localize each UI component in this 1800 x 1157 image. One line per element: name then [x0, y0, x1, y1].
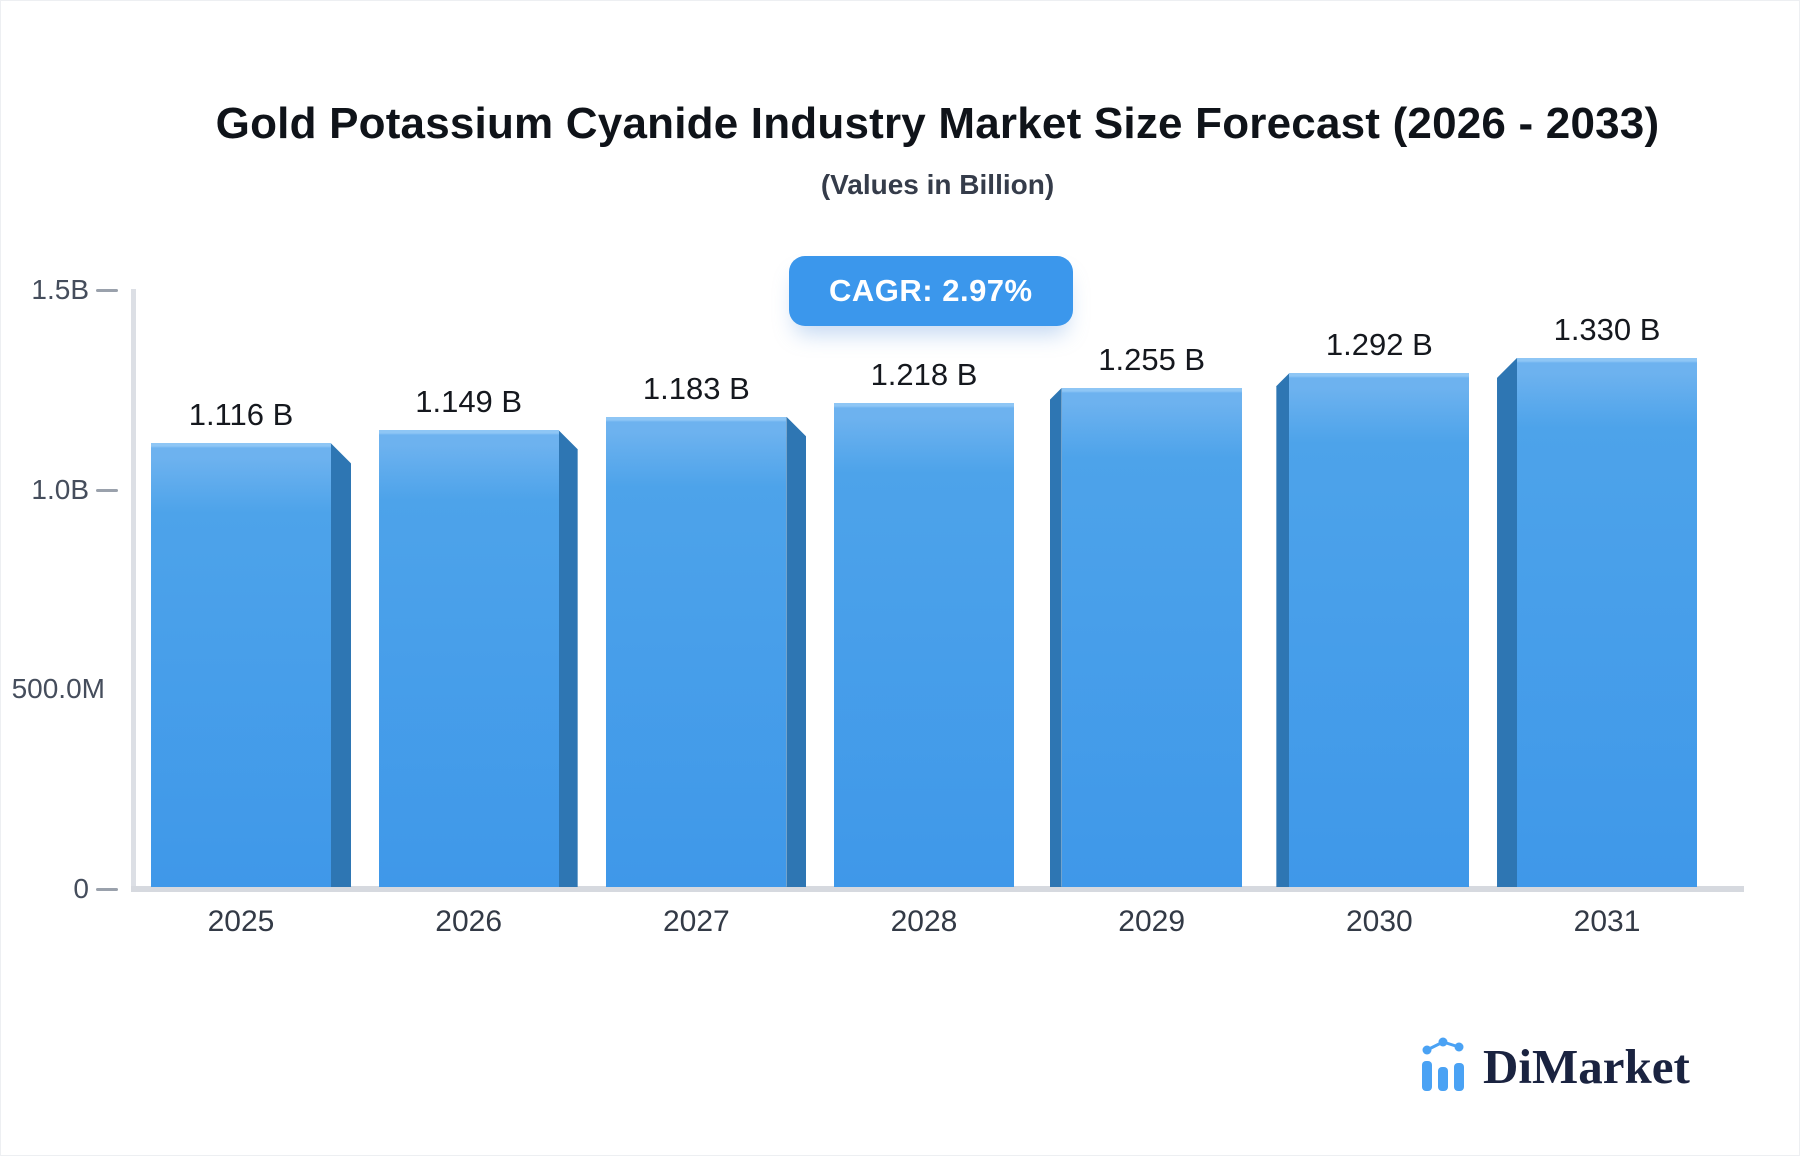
cagr-badge: CAGR: 2.97% — [789, 256, 1073, 326]
brand-logo: DiMarket — [1419, 1037, 1690, 1091]
bar-value-label: 1.116 B — [188, 397, 294, 433]
x-axis-label-2031: 2031 — [1573, 905, 1641, 938]
y-tick-label: 500.0M — [11, 673, 105, 705]
bar-2030 — [1289, 373, 1470, 887]
y-tick-label: 1.0B — [31, 473, 89, 505]
bar-value-label: 1.292 B — [1325, 327, 1433, 363]
x-axis-line — [131, 886, 1744, 892]
y-tick-mark — [96, 289, 118, 293]
bar-2028 — [834, 402, 1014, 887]
bar-side-2025 — [331, 443, 351, 887]
bar-2025 — [151, 443, 331, 887]
bar-side-2026 — [558, 430, 578, 887]
brand-logo-text: DiMarket — [1483, 1039, 1690, 1094]
bar-value-label: 1.330 B — [1553, 311, 1661, 347]
bar-value-label: 1.183 B — [642, 370, 750, 406]
x-axis-label-2027: 2027 — [662, 905, 730, 938]
x-axis-label-2029: 2029 — [1118, 905, 1186, 938]
bar-value-label: 1.149 B — [415, 384, 523, 420]
bar-2027 — [606, 416, 787, 887]
brand-logo-icon — [1422, 1037, 1464, 1091]
bar-value-label: 1.218 B — [870, 356, 978, 392]
bar-side-2030 — [1276, 373, 1290, 887]
bar-2029 — [1061, 387, 1242, 887]
bar-side-2029 — [1049, 387, 1062, 887]
bar-2031 — [1517, 357, 1698, 887]
chart-title: Gold Potassium Cyanide Industry Market S… — [215, 99, 1660, 148]
x-axis-label-2030: 2030 — [1345, 905, 1413, 938]
bar-side-2031 — [1497, 357, 1518, 887]
y-tick-label: 1.5B — [31, 274, 89, 306]
bar-value-label: 1.255 B — [1098, 341, 1206, 377]
bar-2026 — [378, 430, 559, 887]
chart-subtitle: (Values in Billion) — [820, 169, 1055, 200]
x-axis-label-2026: 2026 — [435, 905, 503, 938]
x-axis-label-2025: 2025 — [207, 905, 275, 938]
y-tick-mark — [96, 888, 118, 891]
bar-side-2027 — [786, 416, 807, 887]
x-axis-label-2028: 2028 — [890, 905, 958, 938]
y-tick-mark — [96, 488, 118, 492]
y-tick-label: 0 — [73, 873, 89, 904]
y-axis-line — [131, 289, 136, 890]
